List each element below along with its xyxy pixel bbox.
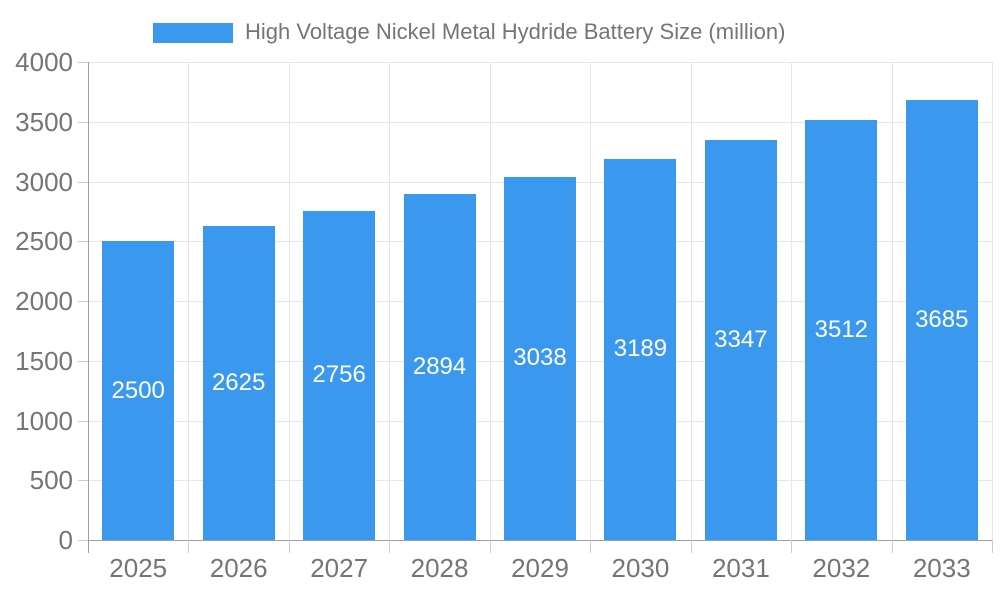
- gridline-vertical: [188, 62, 190, 540]
- bar[interactable]: 2500: [102, 241, 175, 540]
- x-axis-label: 2027: [310, 553, 369, 583]
- y-axis-label: 1500: [15, 345, 73, 376]
- x-axis-tick: [489, 540, 491, 553]
- bar-value-label: 3189: [613, 335, 668, 363]
- x-axis-tick: [992, 540, 993, 553]
- legend-swatch: [153, 23, 233, 43]
- bar-value-label: 2894: [412, 353, 467, 381]
- y-axis-label: 2000: [15, 286, 73, 316]
- y-axis-line: [88, 62, 89, 553]
- y-axis-tick: [78, 480, 88, 482]
- bar-value-label: 3512: [814, 316, 869, 344]
- bar[interactable]: 2894: [403, 194, 476, 540]
- x-axis-label: 2029: [511, 553, 569, 583]
- bar[interactable]: 3512: [805, 120, 878, 540]
- legend[interactable]: High Voltage Nickel Metal Hydride Batter…: [0, 0, 1000, 50]
- bar[interactable]: 3685: [905, 99, 978, 540]
- x-axis-tick: [288, 540, 290, 553]
- gridline-vertical: [288, 62, 290, 540]
- bar-value-label: 3038: [513, 344, 567, 372]
- gridline-vertical: [690, 62, 692, 540]
- bar-value-label: 2756: [312, 361, 366, 389]
- y-axis-label: 0: [58, 525, 73, 555]
- x-axis-tick: [791, 540, 793, 553]
- x-axis-tick: [389, 540, 391, 553]
- y-axis-tick: [78, 121, 88, 123]
- bar-value-label: 3347: [714, 326, 768, 353]
- x-axis-label: 2031: [711, 553, 770, 583]
- y-axis-label: 2500: [15, 226, 73, 257]
- y-axis-tick: [78, 360, 88, 362]
- x-axis-tick: [590, 540, 592, 553]
- bar[interactable]: 2625: [202, 226, 275, 540]
- bar-value-label: 2625: [211, 369, 266, 397]
- y-axis-tick: [78, 540, 88, 541]
- gridline-vertical: [389, 62, 391, 540]
- y-axis-label: 3500: [15, 106, 73, 137]
- gridline-vertical: [791, 62, 793, 540]
- y-axis-label: 3000: [15, 166, 73, 197]
- x-axis-baseline: [88, 540, 992, 541]
- gridline-vertical: [489, 62, 491, 540]
- gridline-horizontal: [88, 121, 992, 123]
- gridline-horizontal: [88, 62, 992, 63]
- x-axis-label: 2026: [209, 553, 268, 583]
- x-axis-label: 2028: [410, 553, 469, 583]
- bar[interactable]: 3038: [504, 176, 576, 540]
- bar[interactable]: 3189: [604, 158, 677, 540]
- x-axis-label: 2032: [812, 553, 871, 583]
- y-axis-tick: [78, 181, 88, 183]
- y-axis-tick: [78, 62, 88, 63]
- x-axis-tick: [188, 540, 190, 553]
- y-axis-tick: [78, 420, 88, 422]
- gridline-vertical: [992, 62, 993, 540]
- bar[interactable]: 2756: [303, 210, 376, 540]
- x-axis-label: 2033: [912, 553, 971, 583]
- legend-label: High Voltage Nickel Metal Hydride Batter…: [245, 19, 786, 44]
- x-axis-label: 2030: [611, 553, 670, 583]
- bar[interactable]: 3347: [704, 140, 777, 540]
- y-axis-label: 1000: [15, 405, 73, 436]
- y-axis-tick: [78, 241, 88, 243]
- bar-value-label: 3685: [915, 305, 969, 333]
- x-axis-tick: [690, 540, 692, 553]
- bar-value-label: 2500: [111, 376, 165, 404]
- gridline-vertical: [891, 62, 893, 540]
- y-axis-label: 4000: [15, 47, 73, 77]
- x-axis-label: 2025: [109, 553, 168, 583]
- y-axis-label: 500: [29, 465, 73, 496]
- y-axis-tick: [78, 301, 88, 302]
- gridline-vertical: [590, 62, 592, 540]
- x-axis-tick: [891, 540, 893, 553]
